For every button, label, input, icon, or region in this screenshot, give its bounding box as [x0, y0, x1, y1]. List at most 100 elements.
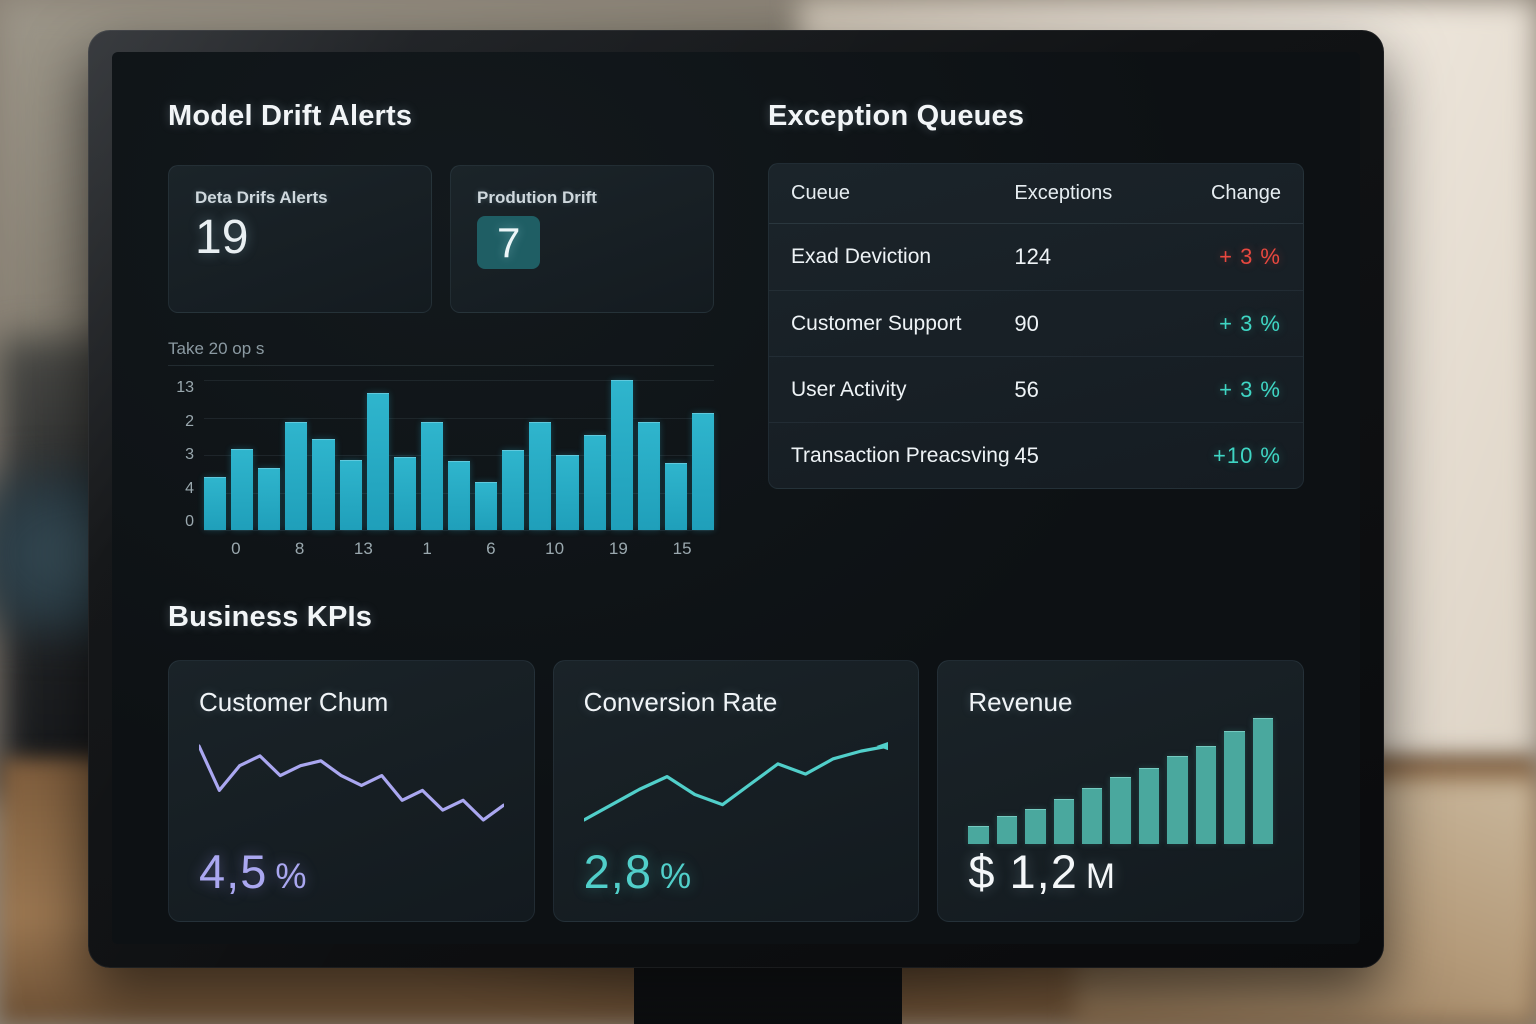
chart-x-tick-label: 8 — [294, 539, 305, 558]
monitor-stand — [634, 962, 902, 1024]
kpi-card-unit: % — [660, 857, 693, 896]
cell-queue-name: Transaction Preacsving — [791, 443, 1010, 467]
kpi-revenue-bar — [1138, 767, 1160, 844]
chart-y-tick-label: 2 — [185, 412, 194, 430]
column-header-exceptions: Exceptions — [1014, 182, 1113, 204]
cell-change-value: + 3 % — [1219, 376, 1281, 402]
chart-x-tick-label: 0 — [231, 539, 241, 558]
chart-bar[interactable] — [204, 476, 227, 530]
top-section: Model Drift Alerts Deta Drifs Alerts 19 … — [168, 100, 1304, 559]
chart-x-tick-label: 1 — [422, 539, 432, 558]
chart-bar[interactable] — [312, 439, 335, 530]
chart-bars — [204, 380, 715, 530]
chart-caption: Take 20 op s — [168, 339, 265, 358]
chart-y-tick-label: 3 — [185, 446, 194, 463]
drift-metric-cards: Deta Drifs Alerts 19 Prodution Drift 7 — [168, 165, 714, 313]
model-drift-title: Model Drift Alerts — [168, 100, 413, 132]
chart-gridline — [204, 455, 714, 456]
chart-bar[interactable] — [556, 455, 579, 530]
chart-gridline — [204, 417, 714, 419]
chart-bar[interactable] — [420, 422, 443, 530]
chart-y-tick-label: 13 — [176, 379, 194, 396]
model-drift-panel: Model Drift Alerts Deta Drifs Alerts 19 … — [168, 100, 715, 559]
cell-exception-count: 90 — [1014, 310, 1039, 336]
table-row[interactable]: Exad Deviction 124 + 3 % — [769, 224, 1303, 290]
kpi-card-value: 2,8% — [583, 845, 693, 898]
metric-card-label: Prodution Drift — [477, 188, 597, 207]
chart-bar[interactable] — [475, 481, 498, 530]
chart-bar[interactable] — [285, 422, 308, 530]
chart-bar[interactable] — [502, 450, 525, 530]
chart-bar[interactable] — [664, 462, 687, 530]
exception-queues-panel: Exception Queues Cueue Exceptions Change… — [768, 100, 1304, 559]
chart-top-divider — [168, 365, 714, 366]
business-kpi-cards: Customer Chum 4,5% Conversion Rate 2,8% Reve… — [168, 660, 1305, 922]
kpi-card-conversion-rate[interactable]: Conversion Rate 2,8% — [552, 660, 920, 922]
kpi-card-value: $ 1,2 M — [968, 845, 1117, 898]
cell-change-value: + 3 % — [1219, 310, 1281, 336]
chart-bar[interactable] — [583, 434, 606, 530]
kpi-revenue-bar — [1195, 745, 1217, 844]
kpi-revenue-bars — [968, 718, 1273, 848]
chart-bar[interactable] — [231, 448, 254, 530]
kpi-card-customer-chum[interactable]: Customer Chum 4,5% — [168, 660, 535, 922]
table-header-row: Cueue Exceptions Change — [769, 164, 1303, 224]
chart-bar[interactable] — [366, 392, 389, 530]
table-body: Exad Deviction 124 + 3 % Customer Support 90… — [769, 224, 1303, 488]
chart-y-tick-label: 4 — [185, 479, 194, 497]
kpi-sparkline — [199, 718, 504, 848]
chart-bar[interactable] — [529, 422, 552, 530]
table-row[interactable]: User Activity 56 + 3 % — [769, 356, 1303, 422]
table-row[interactable]: Customer Support 90 + 3 % — [769, 290, 1303, 356]
kpi-card-label: Conversion Rate — [583, 687, 778, 717]
chart-bar[interactable] — [339, 459, 362, 530]
chart-gridline — [204, 530, 714, 531]
chart-bar[interactable] — [637, 422, 660, 530]
dashboard-content: Model Drift Alerts Deta Drifs Alerts 19 … — [112, 52, 1360, 944]
chart-x-tick-label: 6 — [486, 539, 496, 558]
kpi-sparkline — [584, 718, 889, 848]
cell-exception-count: 124 — [1014, 244, 1052, 269]
exception-queues-table: Cueue Exceptions Change Exad Deviction 12… — [768, 163, 1304, 489]
drift-bar-chart: Take 20 op s 13 2 3 4 0 — [168, 339, 715, 559]
cell-queue-name: User Activity — [791, 377, 907, 401]
metric-card-label: Deta Drifs Alerts — [195, 188, 328, 207]
metric-card-data-drift[interactable]: Deta Drifs Alerts 19 — [168, 165, 432, 313]
cell-queue-name: Customer Support — [791, 311, 962, 335]
kpi-revenue-bar — [1252, 718, 1273, 844]
chart-plot — [204, 380, 715, 531]
metric-card-production-drift[interactable]: Prodution Drift 7 — [450, 165, 714, 313]
kpi-card-value: 4,5% — [199, 845, 308, 898]
chart-x-tick-label: 13 — [353, 539, 373, 558]
chart-x-tick-label: 19 — [608, 539, 628, 558]
dashboard-screen: Model Drift Alerts Deta Drifs Alerts 19 … — [112, 52, 1360, 944]
column-header-change: Change — [1210, 182, 1281, 204]
kpi-card-unit: M — [1085, 857, 1117, 896]
cell-change-value: + 3 % — [1219, 244, 1281, 269]
kpi-revenue-bar — [1053, 799, 1075, 844]
kpi-card-revenue[interactable]: Revenue $ 1,2 M — [937, 660, 1305, 922]
metric-card-badge: 7 — [477, 216, 541, 270]
table-row[interactable]: Transaction Preacsving 45 +10 % — [769, 422, 1303, 488]
monitor-bezel: Model Drift Alerts Deta Drifs Alerts 19 … — [88, 30, 1384, 968]
cell-exception-count: 45 — [1014, 442, 1039, 468]
chart-x-tick-label: 15 — [672, 539, 692, 558]
column-header-queue: Cueue — [791, 182, 850, 204]
kpi-revenue-bar — [1110, 777, 1131, 844]
chart-bar[interactable] — [258, 467, 281, 530]
kpi-revenue-bar — [1167, 756, 1188, 844]
chart-bar[interactable] — [393, 456, 416, 530]
kpi-revenue-bar — [1082, 787, 1103, 844]
exception-queues-title: Exception Queues — [768, 100, 1025, 132]
metric-card-value: 19 — [195, 211, 249, 264]
chart-plot-area: 13 2 3 4 0 — [168, 379, 715, 531]
chart-x-tick-label: 10 — [545, 539, 565, 558]
cell-queue-name: Exad Deviction — [791, 245, 932, 268]
kpi-revenue-bar — [968, 825, 989, 844]
business-kpis-title: Business KPIs — [168, 601, 373, 633]
chart-bar[interactable] — [691, 412, 715, 530]
kpi-card-label: Revenue — [968, 687, 1073, 717]
chart-bar[interactable] — [610, 380, 633, 530]
kpi-revenue-bar — [1224, 731, 1245, 844]
chart-bar[interactable] — [447, 461, 471, 530]
